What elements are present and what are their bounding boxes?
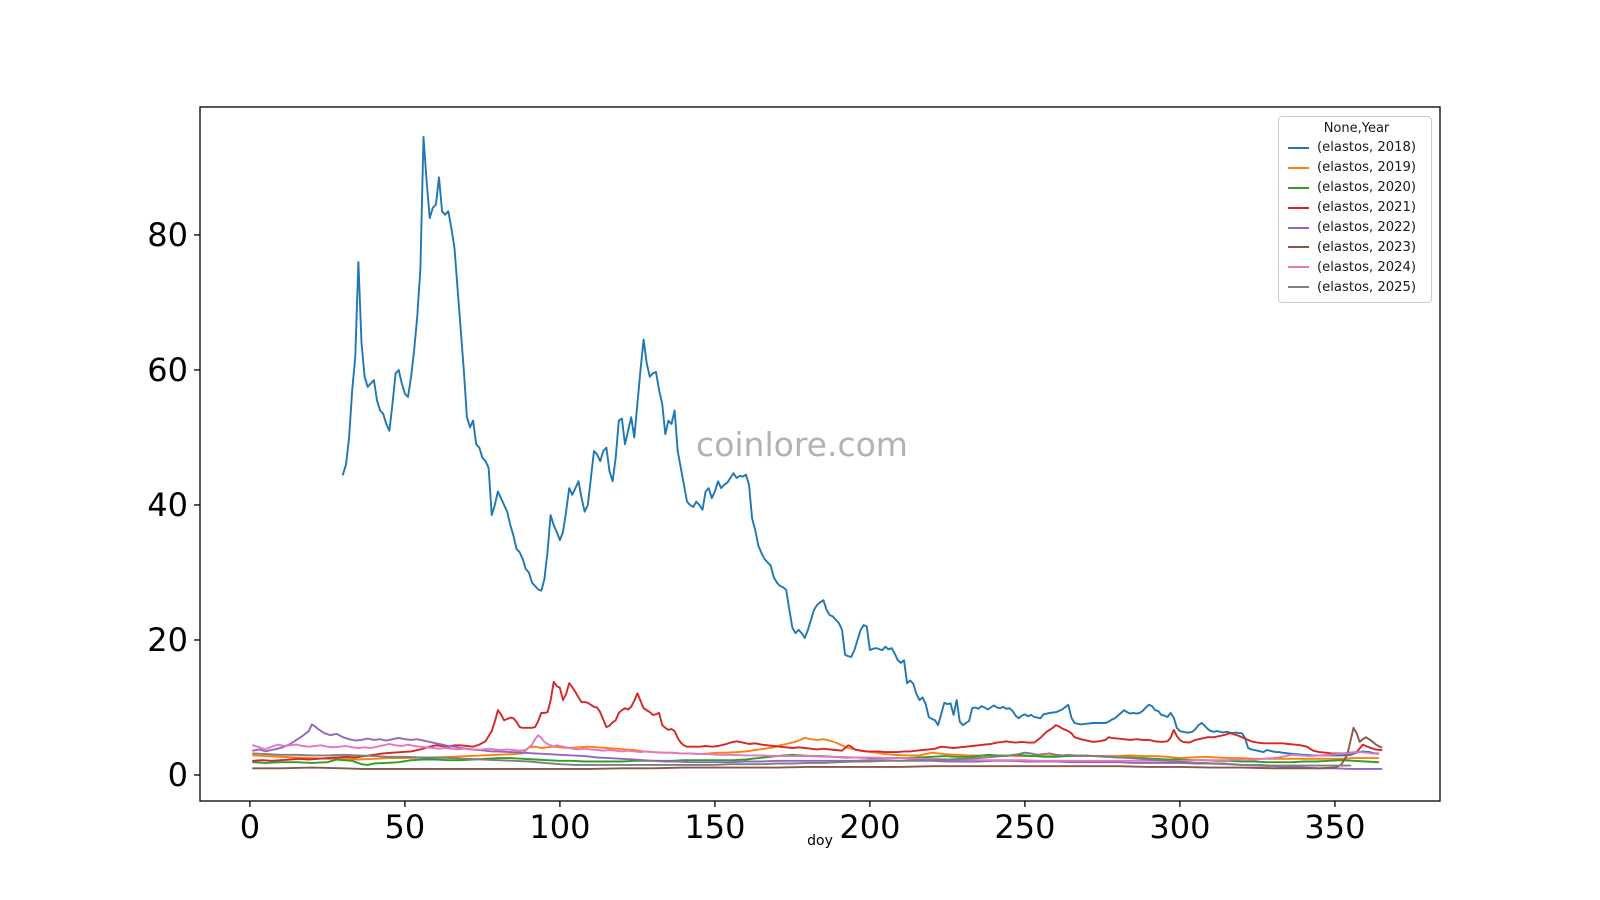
y-tick-label: 60 [147, 351, 188, 389]
legend-line-swatch [1288, 206, 1309, 209]
series-line-2023 [252, 726, 1383, 770]
legend-item: (elastos, 2024) [1288, 257, 1425, 277]
legend-item: (elastos, 2018) [1288, 138, 1425, 158]
x-axis-label: doy [807, 833, 833, 849]
y-tick-label: 40 [147, 486, 188, 524]
y-tick-label: 20 [147, 621, 188, 659]
legend-item-label: (elastos, 2020) [1317, 180, 1417, 196]
x-tick-label: 0 [240, 808, 260, 846]
legend-line-swatch [1288, 226, 1309, 229]
series-line-2018 [341, 136, 1380, 757]
x-tick-label: 150 [684, 808, 745, 846]
series-line-2021 [252, 680, 1383, 762]
legend-line-swatch [1288, 286, 1309, 289]
legend-item: (elastos, 2023) [1288, 237, 1425, 257]
legend-item-label: (elastos, 2019) [1317, 160, 1417, 176]
legend-line-swatch [1288, 186, 1309, 189]
x-tick-label: 100 [529, 808, 590, 846]
x-tick-label: 50 [385, 808, 426, 846]
legend-item: (elastos, 2019) [1288, 158, 1425, 178]
legend-item: (elastos, 2021) [1288, 198, 1425, 218]
legend-item-label: (elastos, 2021) [1317, 200, 1417, 216]
legend-item: (elastos, 2025) [1288, 277, 1425, 297]
legend: None,Year (elastos, 2018) (elastos, 2019… [1278, 116, 1432, 304]
axes-ticks: 0 50 100 150 200 250 300 350 0 20 40 60 80 [147, 216, 1365, 846]
legend-line-swatch [1288, 166, 1309, 169]
series-line-2019 [252, 736, 1380, 761]
y-tick-label: 0 [168, 756, 188, 794]
series-line-2022 [252, 723, 1383, 770]
legend-item: (elastos, 2020) [1288, 178, 1425, 198]
legend-item-label: (elastos, 2022) [1317, 220, 1417, 235]
legend-line-swatch [1288, 146, 1309, 149]
legend-item: (elastos, 2022) [1288, 218, 1425, 238]
legend-item-label: (elastos, 2025) [1317, 279, 1417, 295]
x-tick-label: 300 [1149, 808, 1210, 846]
y-tick-label: 80 [147, 216, 188, 254]
watermark: coinlore.com [696, 425, 908, 464]
legend-item-label: (elastos, 2024) [1317, 259, 1417, 275]
plot-border [199, 106, 1441, 802]
legend-item-label: (elastos, 2018) [1317, 140, 1417, 156]
legend-line-swatch [1288, 266, 1309, 269]
x-tick-label: 200 [839, 808, 900, 846]
x-tick-label: 250 [994, 808, 1055, 846]
series-line-2025 [252, 751, 1352, 767]
legend-item-label: (elastos, 2023) [1317, 239, 1417, 255]
series-group [252, 136, 1383, 770]
legend-line-swatch [1288, 246, 1309, 249]
x-tick-label: 350 [1304, 808, 1365, 846]
legend-items: (elastos, 2018) (elastos, 2019) (elastos… [1288, 138, 1425, 297]
legend-title: None,Year [1323, 121, 1390, 136]
